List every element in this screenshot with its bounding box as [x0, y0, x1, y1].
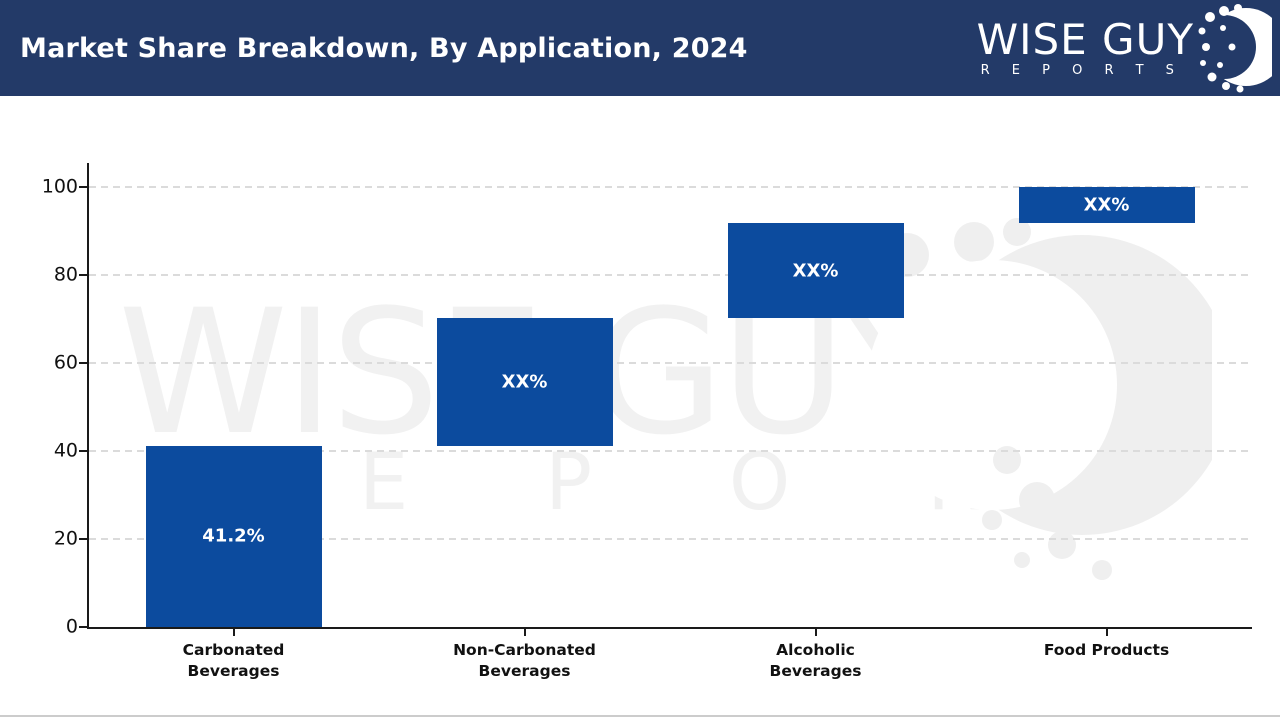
y-axis-line: [87, 163, 89, 629]
waterfall-bar: [1018, 187, 1195, 224]
category-label: Alcoholic Beverages: [769, 641, 862, 680]
y-tick-label: 40: [53, 439, 78, 462]
x-tick-mark: [814, 629, 817, 636]
y-tick-mark: [79, 626, 87, 628]
y-tick-label: 0: [65, 615, 78, 638]
wiseguy-face-icon: [1196, 4, 1272, 93]
header: Market Share Breakdown, By Application, …: [0, 0, 1280, 96]
waterfall-bar: [145, 445, 322, 627]
category-label: Carbonated Beverages: [182, 641, 285, 680]
y-tick-mark: [79, 362, 87, 364]
x-tick-mark: [523, 629, 526, 636]
y-tick-mark: [79, 450, 87, 452]
bar-value-label: XX%: [792, 260, 839, 282]
category-label: Food Products: [1043, 641, 1170, 659]
logo-wordmark: WISE GUY: [976, 15, 1194, 64]
logo-text: WISE GUY R E P O R T S: [976, 15, 1194, 79]
waterfall-bar: [727, 223, 904, 319]
y-tick-mark: [79, 186, 87, 188]
logo-subtext: R E P O R T S: [980, 63, 1183, 78]
x-tick-mark: [1105, 629, 1108, 636]
x-tick-mark: [232, 629, 235, 636]
y-tick-mark: [79, 274, 87, 276]
y-gridline: [89, 450, 1252, 452]
y-gridline: [89, 186, 1252, 188]
bar-value-label: 41.2%: [202, 525, 265, 547]
y-tick-label: 80: [53, 263, 78, 286]
y-tick-label: 60: [53, 351, 78, 374]
y-tick-label: 20: [53, 527, 78, 550]
y-gridline: [89, 274, 1252, 276]
bar-value-label: XX%: [501, 371, 548, 393]
x-axis-line: [87, 627, 1252, 629]
watermark-face-icon: [867, 218, 1212, 580]
wiseguy-logo: WISE GUY R E P O R T S: [977, 0, 1272, 96]
waterfall-bar: [436, 318, 613, 446]
category-label: Non-Carbonated Beverages: [453, 641, 596, 680]
footer-divider: [0, 715, 1280, 717]
y-tick-label: 100: [41, 175, 78, 198]
y-gridline: [89, 362, 1252, 364]
y-tick-mark: [79, 538, 87, 540]
y-gridline: [89, 538, 1252, 540]
page-title: Market Share Breakdown, By Application, …: [20, 32, 748, 64]
bar-value-label: XX%: [1083, 194, 1130, 216]
